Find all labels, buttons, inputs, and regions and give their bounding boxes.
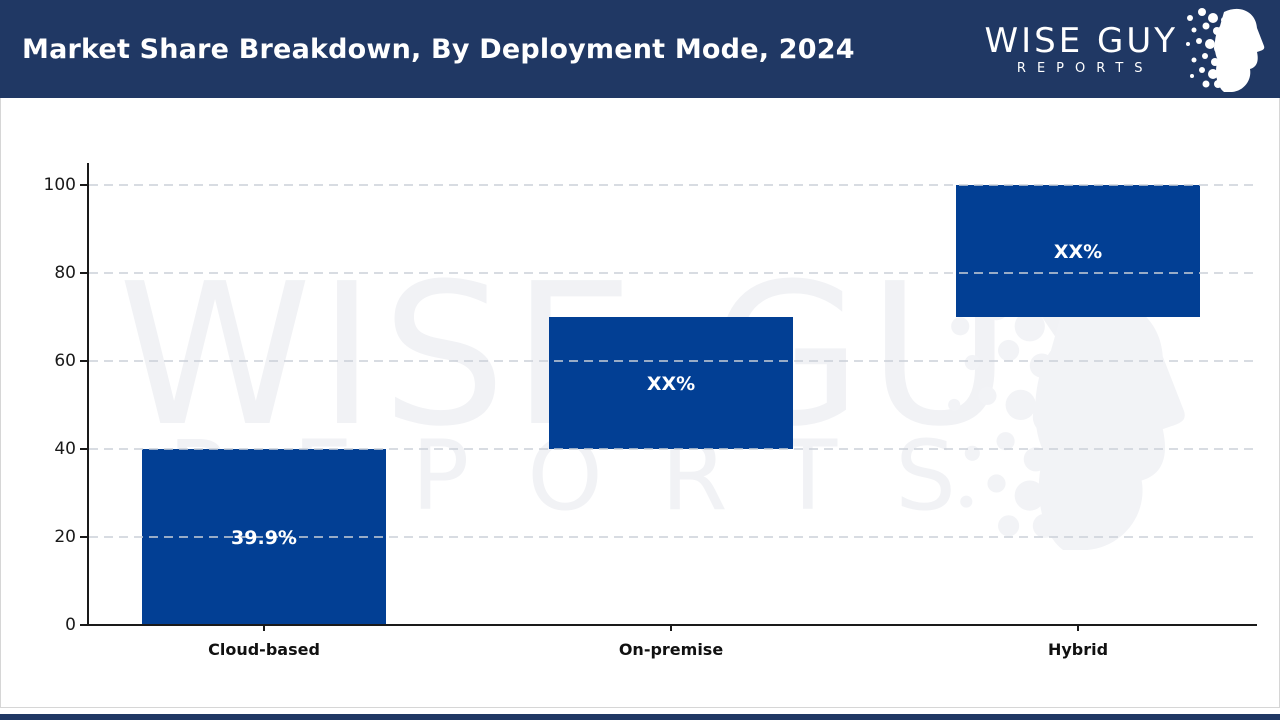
bar-hybrid[interactable] [956, 185, 1200, 317]
y-tick-label-40: 40 [54, 439, 76, 459]
y-tick-0 [80, 624, 87, 626]
y-tick-label-100: 100 [43, 175, 76, 195]
logo-text: WISE GUY REPORTS [984, 24, 1178, 75]
y-tick-label-60: 60 [54, 351, 76, 371]
x-tick-1 [263, 626, 265, 631]
bar-value-label: XX% [1053, 241, 1103, 263]
gridline-60 [89, 360, 1256, 362]
chart-title: Market Share Breakdown, By Deployment Mo… [22, 33, 855, 65]
x-category-label: Cloud-based [208, 640, 320, 659]
bottom-hairline [0, 707, 1280, 708]
logo-face-icon [1186, 8, 1265, 93]
header-bar: Market Share Breakdown, By Deployment Mo… [0, 0, 1280, 98]
logo-wordmark: WISE GUY [984, 20, 1178, 61]
wise-guy-logo: WISE GUY REPORTS [984, 4, 1280, 94]
y-tick-40 [80, 448, 87, 450]
bar-on-premise[interactable] [549, 317, 793, 449]
y-tick-60 [80, 360, 87, 362]
x-category-label: Hybrid [1047, 640, 1109, 659]
bar-value-label: 39.9% [231, 527, 297, 550]
gridline-20 [89, 536, 1256, 538]
y-tick-100 [80, 184, 87, 186]
bar-value-label: XX% [646, 373, 696, 395]
y-tick-80 [80, 272, 87, 274]
y-axis-line [87, 163, 89, 626]
y-tick-label-80: 80 [54, 263, 76, 283]
x-axis-line [87, 624, 1257, 626]
logo-subtitle: REPORTS [1016, 60, 1154, 76]
y-tick-label-0: 0 [65, 615, 76, 635]
gridline-100 [89, 184, 1256, 186]
footer-accent-bar [0, 714, 1280, 720]
x-category-label: On-premise [618, 640, 724, 659]
gridline-80 [89, 272, 1256, 274]
x-tick-3 [1077, 626, 1079, 631]
y-tick-20 [80, 536, 87, 538]
x-tick-2 [670, 626, 672, 631]
y-tick-label-20: 20 [54, 527, 76, 547]
gridline-40 [89, 448, 1256, 450]
